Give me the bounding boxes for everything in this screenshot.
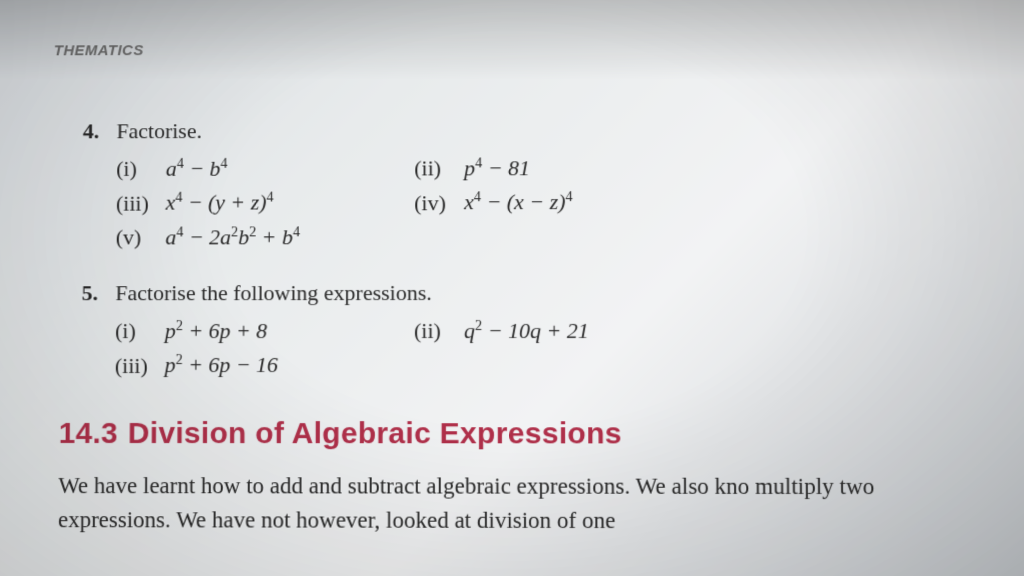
expression: x4 − (x − z)4	[464, 189, 573, 215]
body-paragraph: We have learnt how to add and subtract a…	[58, 469, 988, 540]
question-4: 4. Factorise. (i) a4 − b4 (ii) p4 − 81 (…	[82, 117, 986, 259]
q5-part-ii: (ii) q2 − 10q + 21	[414, 318, 715, 344]
q4-part-iv: (iv) x4 − (x − z)4	[414, 189, 714, 216]
part-number: (v)	[116, 224, 166, 250]
q4-part-v: (v) a4 − 2a2b2 + b4	[116, 224, 415, 251]
q4-part-iii: (iii) x4 − (y + z)4	[116, 190, 414, 217]
expression: a4 − 2a2b2 + b4	[165, 224, 300, 250]
expression: q2 − 10q + 21	[464, 318, 589, 344]
section-title: Division of Algebraic Expressions	[128, 417, 622, 450]
expression: p2 + 6p − 16	[165, 352, 279, 378]
q5-part-iii: (iii) p2 + 6p − 16	[115, 352, 414, 378]
expression: x4 − (y + z)4	[166, 190, 274, 216]
q5-part-i: (i) p2 + 6p + 8	[115, 318, 414, 344]
page-header: THEMATICS	[54, 40, 984, 59]
q5-parts: (i) p2 + 6p + 8 (ii) q2 − 10q + 21 (iii)…	[115, 318, 987, 387]
q5-text: Factorise the following expressions.	[115, 280, 432, 306]
q4-part-i: (i) a4 − b4	[116, 156, 414, 183]
q4-parts: (i) a4 − b4 (ii) p4 − 81 (iii) x4 − (y +…	[116, 155, 986, 259]
section-heading: 14.3 Division of Algebraic Expressions	[59, 417, 988, 452]
question-5: 5. Factorise the following expressions. …	[81, 280, 987, 387]
section-number: 14.3	[59, 417, 119, 450]
q4-number: 4.	[83, 118, 117, 144]
part-number: (iii)	[116, 190, 166, 216]
part-number: (iv)	[414, 190, 464, 216]
expression: p4 − 81	[464, 155, 530, 181]
part-number: (i)	[116, 156, 166, 182]
expression: a4 − b4	[166, 156, 228, 182]
part-number: (i)	[115, 318, 165, 344]
part-number: (ii)	[414, 318, 464, 344]
part-number: (ii)	[414, 156, 464, 182]
expression: p2 + 6p + 8	[165, 318, 268, 344]
q4-text: Factorise.	[116, 118, 202, 144]
q4-part-ii: (ii) p4 − 81	[414, 155, 714, 182]
part-number: (iii)	[115, 353, 165, 379]
q5-number: 5.	[82, 280, 116, 306]
